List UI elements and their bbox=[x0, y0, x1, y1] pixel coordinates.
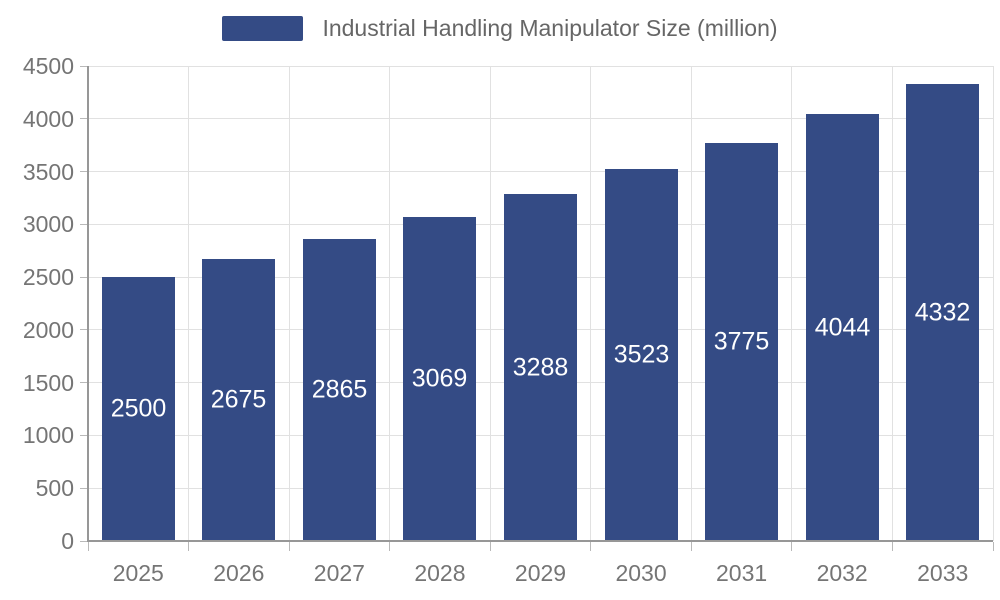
x-axis-label: 2030 bbox=[615, 560, 667, 586]
x-axis-tick bbox=[288, 542, 290, 551]
x-axis-label: 2028 bbox=[414, 560, 466, 586]
bar-value-label: 2500 bbox=[110, 394, 167, 423]
bar-2025[interactable]: 2500 bbox=[102, 277, 175, 541]
y-axis-tick bbox=[80, 118, 88, 120]
x-gridline bbox=[891, 66, 893, 541]
y-axis-tick bbox=[80, 223, 88, 225]
x-axis-tick bbox=[87, 542, 89, 551]
bar-value-label: 3775 bbox=[713, 327, 770, 356]
bar-2027[interactable]: 2865 bbox=[303, 239, 376, 541]
bar-2033[interactable]: 4332 bbox=[906, 84, 979, 541]
x-gridline bbox=[489, 66, 491, 541]
bar-2032[interactable]: 4044 bbox=[806, 114, 879, 541]
bar-2026[interactable]: 2675 bbox=[202, 259, 275, 541]
x-axis-label: 2026 bbox=[213, 560, 265, 586]
y-axis-tick bbox=[80, 276, 88, 278]
bar-value-label: 2865 bbox=[311, 375, 368, 404]
x-axis-tick bbox=[489, 542, 491, 551]
y-axis-label: 3000 bbox=[22, 211, 74, 238]
bar-2030[interactable]: 3523 bbox=[605, 169, 678, 541]
legend-item[interactable]: Industrial Handling Manipulator Size (mi… bbox=[0, 14, 1000, 42]
x-axis-tick bbox=[791, 542, 793, 551]
x-axis-tick bbox=[891, 542, 893, 551]
bar-value-label: 2675 bbox=[210, 385, 267, 414]
y-axis-tick bbox=[80, 171, 88, 173]
legend-swatch-icon bbox=[222, 15, 304, 41]
y-axis-tick bbox=[80, 487, 88, 489]
y-gridline bbox=[88, 65, 993, 67]
y-axis-label: 0 bbox=[61, 528, 74, 554]
y-axis-label: 3500 bbox=[22, 158, 74, 185]
y-axis-tick bbox=[80, 540, 88, 542]
x-gridline bbox=[992, 66, 994, 541]
y-axis-label: 4500 bbox=[22, 53, 74, 79]
x-axis-tick bbox=[389, 542, 391, 551]
x-axis-label: 2029 bbox=[514, 560, 567, 586]
x-axis-tick bbox=[188, 542, 190, 551]
x-axis-label: 2027 bbox=[313, 560, 365, 586]
x-gridline bbox=[188, 66, 190, 541]
y-axis-label: 500 bbox=[35, 475, 74, 502]
y-axis-label: 2000 bbox=[22, 316, 74, 343]
bar-value-label: 3069 bbox=[411, 364, 468, 393]
x-gridline bbox=[791, 66, 793, 541]
y-axis-line bbox=[87, 66, 89, 542]
x-axis-tick bbox=[590, 542, 592, 551]
bar-2029[interactable]: 3288 bbox=[504, 194, 577, 541]
y-axis-tick bbox=[80, 329, 88, 331]
x-axis-tick bbox=[992, 542, 994, 551]
x-gridline bbox=[590, 66, 592, 541]
y-axis-label: 2500 bbox=[22, 264, 74, 291]
x-gridline bbox=[389, 66, 391, 541]
x-gridline bbox=[288, 66, 290, 541]
y-axis-tick bbox=[80, 434, 88, 436]
bar-2028[interactable]: 3069 bbox=[403, 217, 476, 541]
x-gridline bbox=[690, 66, 692, 541]
bar-value-label: 3288 bbox=[512, 353, 569, 381]
x-axis-label: 2033 bbox=[917, 560, 969, 586]
x-axis-label: 2032 bbox=[816, 560, 868, 586]
bar-value-label: 4332 bbox=[914, 298, 971, 326]
y-axis-label: 1000 bbox=[22, 422, 74, 449]
bar-value-label: 4044 bbox=[814, 313, 871, 341]
bar-2031[interactable]: 3775 bbox=[705, 143, 778, 541]
y-axis-label: 4000 bbox=[22, 105, 74, 132]
bar-value-label: 3523 bbox=[613, 340, 670, 369]
x-axis-line bbox=[88, 540, 993, 542]
x-axis-tick bbox=[690, 542, 692, 551]
y-axis-tick bbox=[80, 382, 88, 384]
x-axis-label: 2025 bbox=[112, 560, 164, 586]
x-axis-label: 2031 bbox=[716, 560, 768, 586]
y-axis-tick bbox=[80, 65, 88, 67]
y-axis-label: 1500 bbox=[22, 369, 74, 396]
y-gridline bbox=[88, 171, 993, 173]
y-gridline bbox=[88, 118, 993, 120]
legend-label: Industrial Handling Manipulator Size (mi… bbox=[322, 15, 778, 41]
